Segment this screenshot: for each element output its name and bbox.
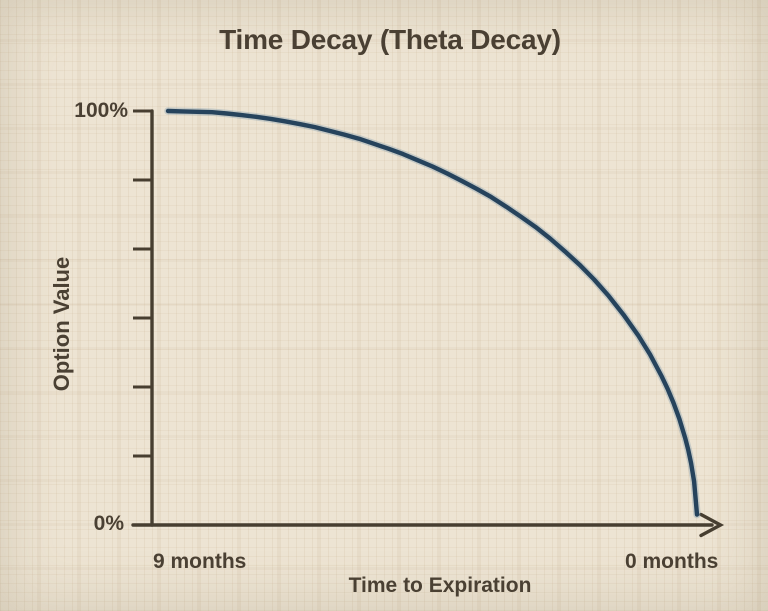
y-axis-min-tick-label: 0%	[93, 512, 124, 535]
x-axis-left-tick-label: 9 months	[153, 550, 247, 573]
decay-curve-halo	[164, 107, 701, 519]
decay-curve	[165, 108, 700, 517]
x-axis-arrowhead-icon	[699, 512, 725, 538]
x-axis-title: Time to Expiration	[348, 574, 532, 597]
y-axis-ticks	[133, 109, 152, 458]
chart-title: Time Decay (Theta Decay)	[219, 24, 561, 55]
y-axis-max-tick-label: 100%	[74, 99, 128, 122]
x-axis-right-tick-label: 0 months	[625, 550, 719, 573]
y-axis-title: Option Value	[49, 256, 74, 392]
